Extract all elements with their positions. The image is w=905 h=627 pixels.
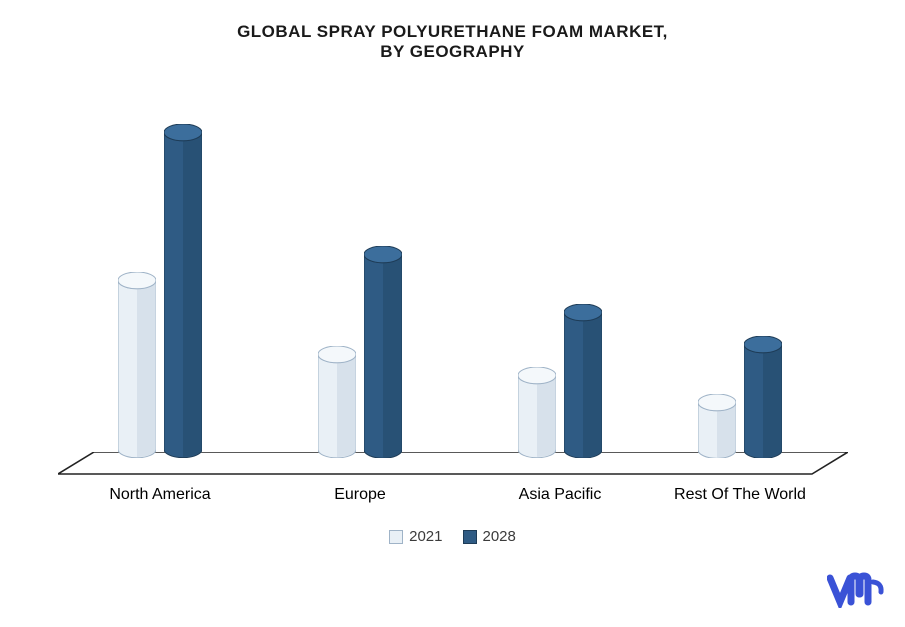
bar (564, 304, 602, 458)
x-axis-label: Asia Pacific (470, 486, 650, 504)
chart-title-line1: GLOBAL SPRAY POLYURETHANE FOAM MARKET, (0, 22, 905, 42)
legend: 2021 2028 (0, 528, 905, 548)
legend-swatch (389, 530, 403, 544)
bar (318, 346, 356, 458)
bar (164, 124, 202, 458)
bar (744, 336, 782, 458)
plot-area (58, 120, 848, 480)
legend-swatch (463, 530, 477, 544)
legend-item: 2021 (389, 528, 442, 545)
legend-label: 2021 (409, 528, 442, 545)
bar-groups (58, 120, 848, 458)
legend-label: 2028 (483, 528, 516, 545)
vm-logo-icon (827, 572, 885, 608)
x-axis-label: North America (70, 486, 250, 504)
bar (364, 246, 402, 458)
chart-title-line2: BY GEOGRAPHY (0, 42, 905, 62)
bar (118, 272, 156, 458)
bar (518, 367, 556, 458)
x-axis-label: Rest Of The World (650, 486, 830, 504)
legend-item: 2028 (463, 528, 516, 545)
chart-title: GLOBAL SPRAY POLYURETHANE FOAM MARKET, B… (0, 22, 905, 62)
x-axis-label: Europe (270, 486, 450, 504)
chart-container: GLOBAL SPRAY POLYURETHANE FOAM MARKET, B… (0, 0, 905, 627)
bar (698, 394, 736, 458)
brand-logo (827, 572, 885, 613)
